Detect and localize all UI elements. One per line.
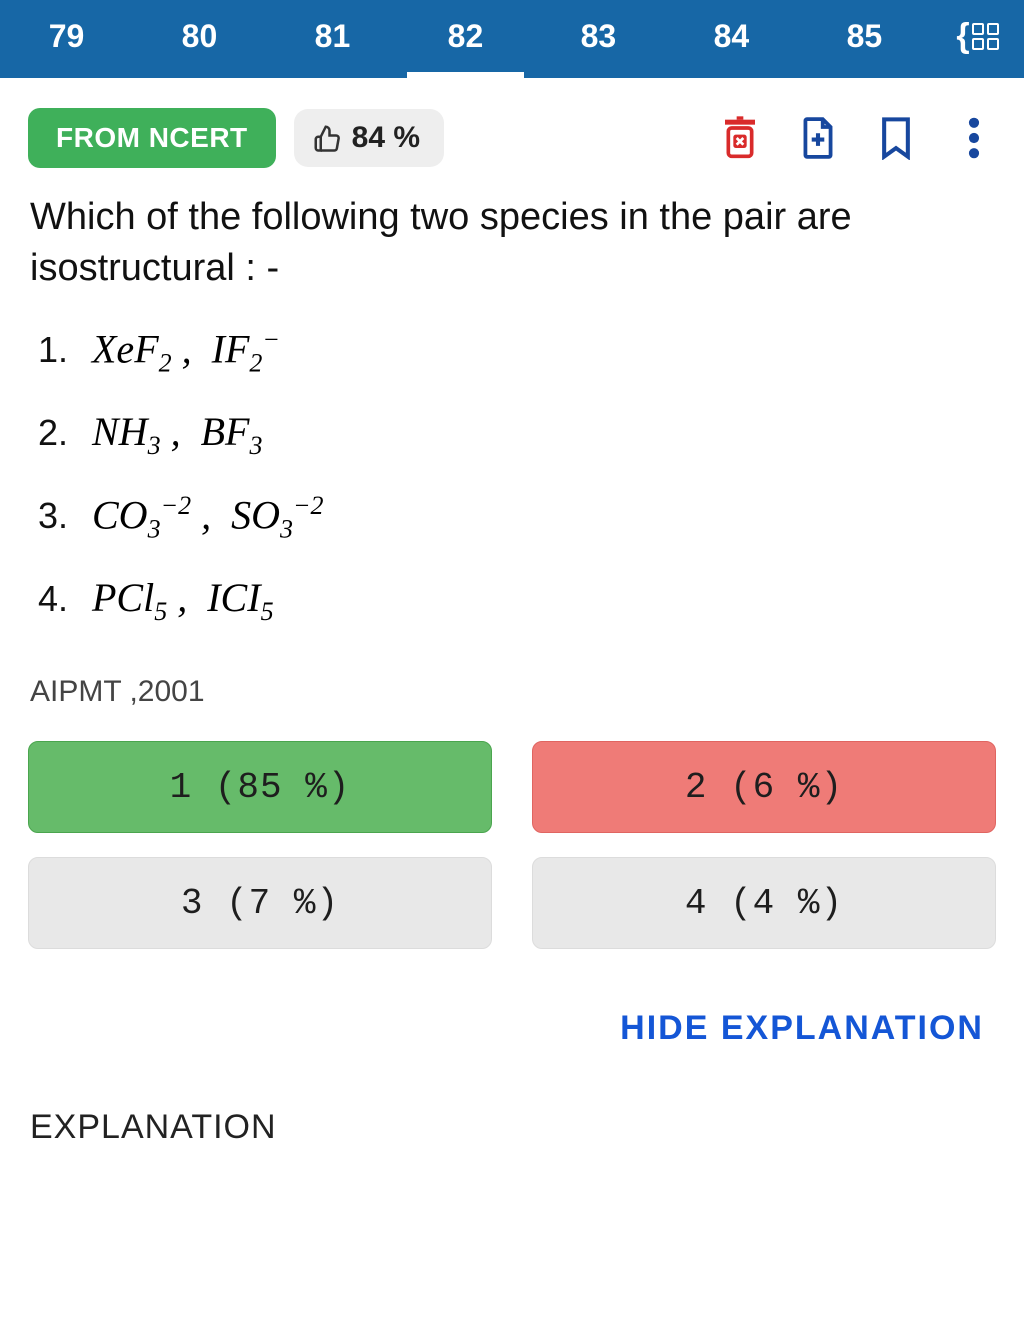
- tab-81[interactable]: 81: [266, 0, 399, 73]
- meta-row: FROM NCERT 84 %: [0, 78, 1024, 186]
- bookmark-button[interactable]: [874, 116, 918, 160]
- bookmark-icon: [879, 116, 913, 160]
- explanation-heading: EXPLANATION: [0, 1048, 1024, 1147]
- answer-choice-4[interactable]: 4 (4 %): [532, 857, 996, 949]
- options-list: 1. XeF2 , IF2− 2. NH3 , BF3 3. CO3−2 , S…: [30, 325, 994, 628]
- more-button[interactable]: [952, 116, 996, 160]
- tab-85[interactable]: 85: [798, 0, 931, 73]
- like-percent-label: 84 %: [352, 121, 420, 155]
- option-number: 1.: [38, 329, 78, 371]
- option-number: 2.: [38, 412, 78, 454]
- question-area: Which of the following two species in th…: [0, 186, 1024, 627]
- add-note-button[interactable]: [796, 116, 840, 160]
- ncert-badge: FROM NCERT: [28, 108, 276, 168]
- file-plus-icon: [799, 116, 837, 160]
- delete-button[interactable]: [718, 116, 762, 160]
- thumbs-up-icon: [312, 123, 342, 153]
- answer-choice-1[interactable]: 1 (85 %): [28, 741, 492, 833]
- option-formula: PCl5 , ICI5: [92, 574, 274, 627]
- answer-choice-3[interactable]: 3 (7 %): [28, 857, 492, 949]
- option-2: 2. NH3 , BF3: [38, 408, 994, 461]
- grid-view-button[interactable]: {: [931, 0, 1024, 73]
- tab-80[interactable]: 80: [133, 0, 266, 73]
- option-formula: NH3 , BF3: [92, 408, 262, 461]
- option-4: 4. PCl5 , ICI5: [38, 574, 994, 627]
- option-formula: XeF2 , IF2−: [92, 325, 280, 378]
- question-tab-bar: 79 80 81 82 83 84 85 {: [0, 0, 1024, 78]
- question-text: Which of the following two species in th…: [30, 192, 994, 295]
- option-number: 4.: [38, 578, 78, 620]
- like-percentage[interactable]: 84 %: [294, 109, 444, 167]
- question-source: AIPMT ,2001: [0, 657, 1024, 709]
- tab-82[interactable]: 82: [399, 0, 532, 73]
- option-3: 3. CO3−2 , SO3−2: [38, 491, 994, 544]
- tab-83[interactable]: 83: [532, 0, 665, 73]
- option-1: 1. XeF2 , IF2−: [38, 325, 994, 378]
- trash-x-icon: [720, 116, 760, 160]
- tab-79[interactable]: 79: [0, 0, 133, 73]
- toggle-explanation-button[interactable]: HIDE EXPLANATION: [0, 949, 1024, 1048]
- answer-grid: 1 (85 %) 2 (6 %) 3 (7 %) 4 (4 %): [0, 709, 1024, 949]
- grid-icon: [972, 23, 999, 50]
- option-formula: CO3−2 , SO3−2: [92, 491, 324, 544]
- option-number: 3.: [38, 495, 78, 537]
- tab-84[interactable]: 84: [665, 0, 798, 73]
- action-icons: [718, 116, 996, 160]
- answer-choice-2[interactable]: 2 (6 %): [532, 741, 996, 833]
- more-vertical-icon: [967, 116, 981, 160]
